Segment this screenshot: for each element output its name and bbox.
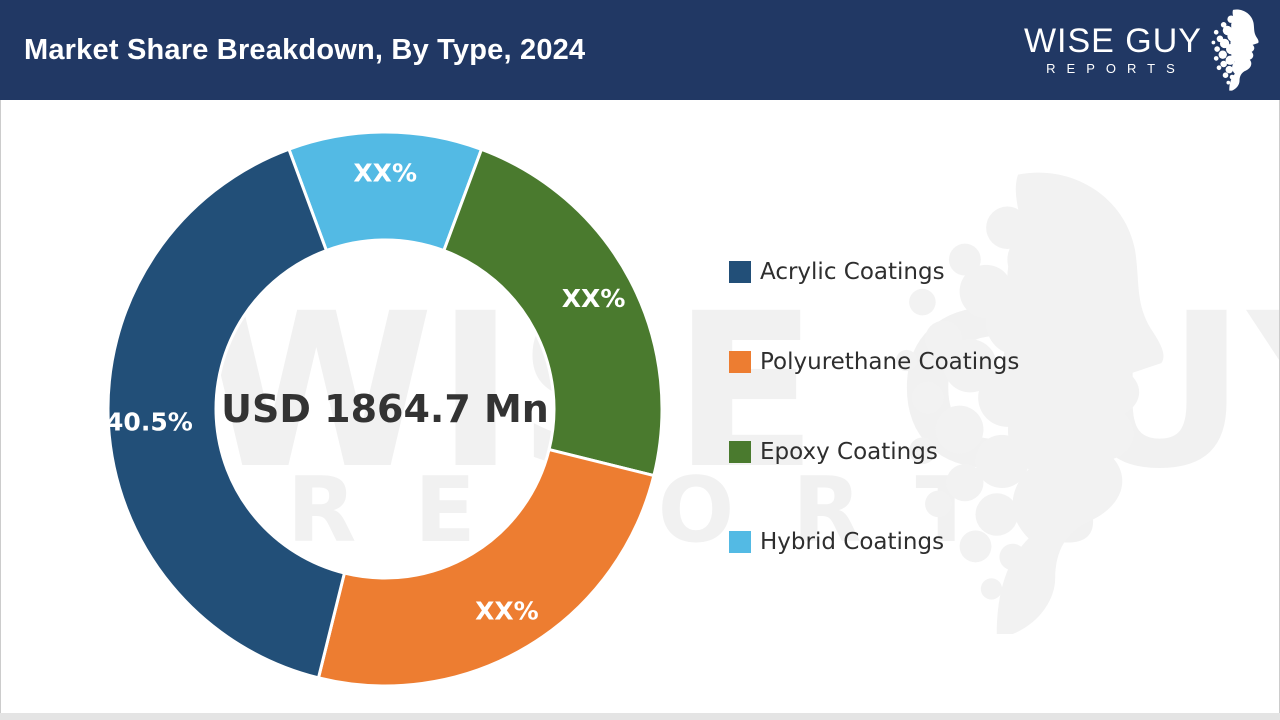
chart-center-value: USD 1864.7 Mn [221, 387, 549, 431]
legend-item-epoxy-coatings: Epoxy Coatings [729, 439, 1019, 465]
legend-item-polyurethane-coatings: Polyurethane Coatings [729, 349, 1020, 375]
legend-label: Hybrid Coatings [760, 529, 945, 555]
slice-value-label: XX% [353, 159, 417, 188]
donut-slice-acrylic-coatings [106, 147, 347, 680]
bottom-bar [0, 713, 1280, 720]
legend-label: Acrylic Coatings [760, 259, 945, 285]
legend: Acrylic Coatings Polyurethane Coatings Epo… [729, 261, 1019, 621]
legend-swatch [729, 261, 751, 283]
brand-subtitle: REPORTS [1046, 60, 1186, 76]
slice-value-label: XX% [562, 284, 626, 313]
brand-text: WISE GUY REPORTS [1023, 22, 1202, 76]
legend-swatch [729, 531, 751, 553]
legend-item-hybrid-coatings: Hybrid Coatings [729, 529, 1019, 555]
page-title: Market Share Breakdown, By Type, 2024 [24, 33, 586, 66]
legend-item-acrylic-coatings: Acrylic Coatings [729, 259, 1019, 285]
slice-value-label: XX% [475, 597, 539, 626]
slice-value-label: 40.5% [106, 408, 193, 437]
brand-name: WISE GUY [1023, 22, 1202, 61]
legend-label: Epoxy Coatings [760, 439, 938, 465]
legend-label: Polyurethane Coatings [760, 349, 1020, 375]
donut-slice-polyurethane-coatings [316, 447, 656, 688]
brand-logo: WISE GUY REPORTS [1024, 8, 1262, 92]
donut-slice-epoxy-coatings [441, 147, 664, 478]
wiseguy-head-icon [1211, 9, 1259, 91]
header: Market Share Breakdown, By Type, 2024 WI… [0, 0, 1280, 100]
chart-area: WISE GUY REPORTS XX%XX%XX%40.5% USD 1864… [0, 100, 1280, 713]
legend-swatch [729, 351, 751, 373]
legend-swatch [729, 441, 751, 463]
donut-chart: XX% XX% XX% 40.5% [106, 130, 664, 688]
